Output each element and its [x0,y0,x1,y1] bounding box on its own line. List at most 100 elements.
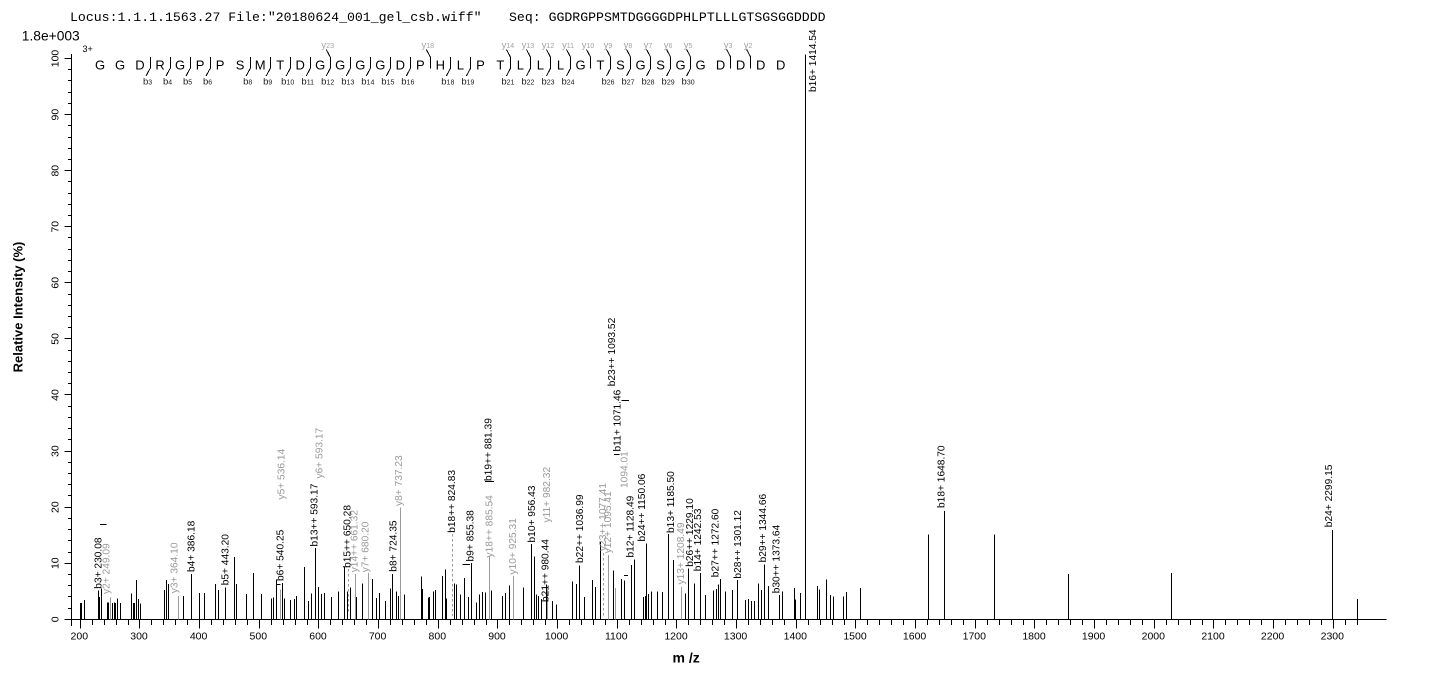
svg-text:b15++ 650.28: b15++ 650.28 [342,505,353,568]
svg-text:b16: b16 [401,77,414,88]
svg-text:y3: y3 [724,40,733,51]
svg-text:Seq: GGDRGPPSMTDGGGGDPHLPTLLLG: Seq: GGDRGPPSMTDGGGGDPHLPTLLLGTSGSGGDDDD [509,10,826,25]
svg-text:b16+ 1414.54: b16+ 1414.54 [808,29,819,92]
svg-text:1100: 1100 [605,631,628,643]
svg-text:Locus:1.1.1.1563.27 File:"2018: Locus:1.1.1.1563.27 File:"20180624_001_g… [70,10,482,25]
svg-text:P: P [216,58,225,73]
svg-text:T: T [276,58,284,73]
svg-text:2200: 2200 [1261,631,1285,643]
svg-text:20: 20 [50,501,62,513]
svg-text:b14+ 1242.53: b14+ 1242.53 [693,508,704,571]
svg-text:40: 40 [50,389,62,401]
svg-text:10: 10 [50,557,62,569]
svg-text:2100: 2100 [1201,631,1225,643]
svg-text:y10+ 925.31: y10+ 925.31 [508,518,519,575]
svg-text:y2: y2 [744,40,753,51]
svg-text:1400: 1400 [784,631,808,643]
svg-text:G: G [676,58,686,73]
svg-text:b15: b15 [381,77,394,88]
svg-text:m /z: m /z [673,650,700,666]
svg-text:b28: b28 [641,77,654,88]
svg-text:y14: y14 [502,40,515,51]
svg-text:G: G [635,58,645,73]
svg-text:S: S [616,58,625,73]
svg-text:D: D [396,58,405,73]
svg-text:1.8e+003: 1.8e+003 [22,29,80,44]
svg-text:L: L [557,58,564,73]
svg-text:200: 200 [71,631,89,643]
svg-text:y18++ 885.54: y18++ 885.54 [485,495,496,558]
svg-text:b23: b23 [541,77,554,88]
svg-text:y8+ 737.23: y8+ 737.23 [394,455,405,506]
svg-text:b26++ 1229.10: b26++ 1229.10 [685,498,696,567]
svg-text:1300: 1300 [724,631,748,643]
svg-text:b29++ 1344.66: b29++ 1344.66 [758,494,769,563]
svg-text:b24: b24 [561,77,574,88]
svg-text:b26: b26 [601,77,614,88]
svg-text:b24++ 1150.06: b24++ 1150.06 [637,473,648,541]
svg-text:y7+ 680.20: y7+ 680.20 [361,521,372,572]
svg-text:y10: y10 [582,40,595,51]
svg-text:2300: 2300 [1321,631,1345,643]
svg-text:b5: b5 [183,77,192,88]
svg-text:y7: y7 [644,40,653,51]
svg-text:b13+ 1185.50: b13+ 1185.50 [666,471,677,533]
svg-text:50: 50 [50,333,62,345]
svg-text:T: T [496,58,504,73]
svg-text:T: T [597,58,605,73]
svg-text:S: S [236,58,245,73]
svg-text:700: 700 [369,631,387,643]
svg-text:G: G [175,58,185,73]
svg-text:80: 80 [50,165,62,177]
svg-text:L: L [457,58,464,73]
svg-text:b27: b27 [621,77,634,88]
svg-text:y5: y5 [684,40,693,51]
svg-text:y3+ 364.10: y3+ 364.10 [169,542,180,593]
svg-text:b3: b3 [143,77,152,88]
svg-text:90: 90 [50,109,62,121]
svg-text:y2+ 249.09: y2+ 249.09 [102,543,113,594]
svg-text:y13: y13 [522,40,535,51]
svg-text:1500: 1500 [843,631,867,643]
svg-text:b4+ 386.18: b4+ 386.18 [187,520,198,572]
svg-text:P: P [476,58,485,73]
svg-text:1600: 1600 [903,631,927,643]
svg-text:y11: y11 [562,40,574,51]
svg-text:y12: y12 [542,40,555,51]
svg-text:D: D [135,58,144,73]
svg-text:b13: b13 [341,77,354,88]
svg-text:b10+ 956.43: b10+ 956.43 [527,485,538,542]
svg-text:G: G [95,58,105,73]
svg-text:y8: y8 [624,40,633,51]
svg-text:G: G [375,58,385,73]
svg-text:1800: 1800 [1022,631,1046,643]
svg-text:b21++ 980.44: b21++ 980.44 [541,539,552,602]
svg-text:500: 500 [250,631,268,643]
svg-text:100: 100 [50,50,62,68]
svg-text:b10: b10 [281,77,294,88]
svg-text:D: D [756,58,765,73]
svg-text:G: G [355,58,365,73]
svg-text:b11: b11 [301,77,314,88]
svg-text:P: P [416,58,425,73]
svg-text:y14++ 661.32: y14++ 661.32 [349,510,360,573]
svg-text:1900: 1900 [1082,631,1106,643]
svg-text:b21: b21 [501,77,514,88]
svg-text:600: 600 [309,631,327,643]
svg-text:1000: 1000 [545,631,569,643]
svg-text:b8+ 724.35: b8+ 724.35 [388,520,399,572]
svg-text:b28++ 1301.12: b28++ 1301.12 [733,510,744,579]
svg-text:b6+ 540.25: b6+ 540.25 [275,529,286,581]
svg-text:G: G [335,58,345,73]
svg-text:M: M [255,58,266,73]
svg-text:y23++ 1077.41: y23++ 1077.41 [598,483,609,551]
svg-text:b30: b30 [682,77,695,88]
svg-text:D: D [736,58,745,73]
svg-text:3+: 3+ [83,44,93,54]
svg-text:b18+ 1648.70: b18+ 1648.70 [937,445,948,508]
svg-text:y12+ 1095.41: y12+ 1095.41 [603,491,614,553]
svg-text:b11+ 1071.46: b11+ 1071.46 [612,389,623,451]
svg-text:P: P [196,58,205,73]
svg-text:b9+ 855.38: b9+ 855.38 [466,510,477,562]
svg-text:800: 800 [429,631,447,643]
